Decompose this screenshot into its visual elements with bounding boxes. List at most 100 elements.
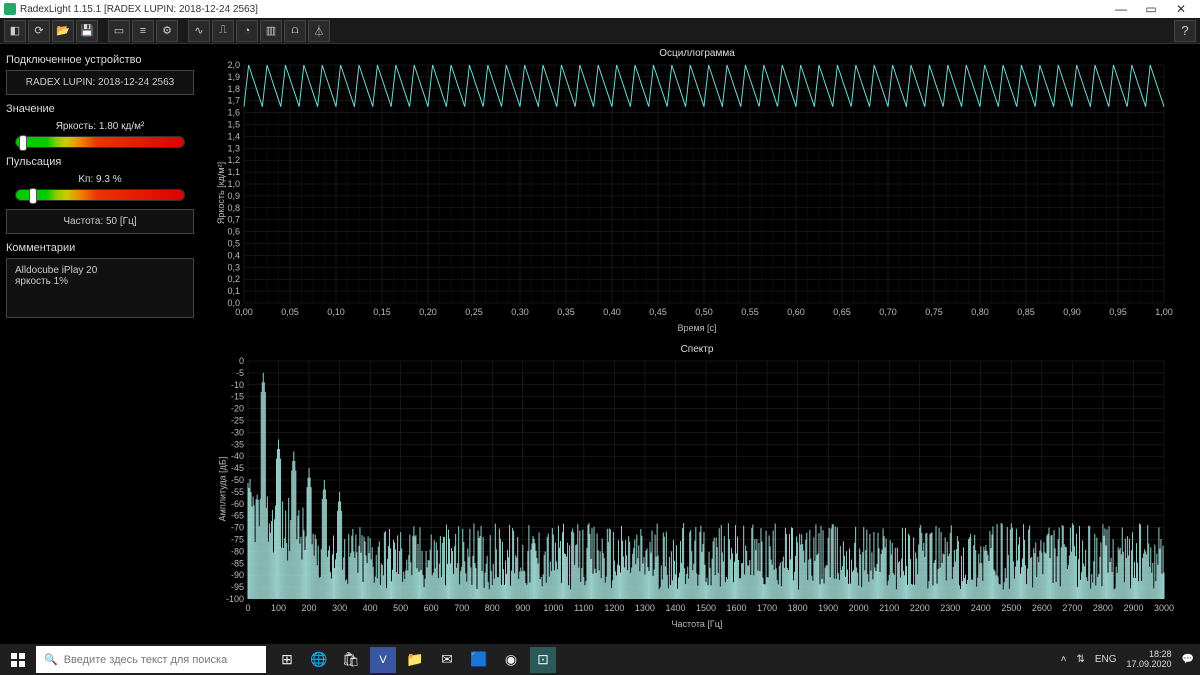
svg-text:1,7: 1,7 [227,96,240,106]
svg-text:-55: -55 [231,487,244,497]
toolbar-settings-icon[interactable]: ⚙ [156,20,178,42]
svg-text:-70: -70 [231,523,244,533]
task-view-icon[interactable]: ⊞ [274,647,300,673]
svg-text:1500: 1500 [696,603,716,613]
svg-text:0,6: 0,6 [227,227,240,237]
svg-text:1900: 1900 [818,603,838,613]
svg-text:0,30: 0,30 [511,307,529,317]
explorer-icon[interactable]: 📁 [402,647,428,673]
svg-text:-95: -95 [231,582,244,592]
svg-text:0,7: 0,7 [227,215,240,225]
main-area: Подключенное устройство RADEX LUPIN: 201… [0,44,1200,644]
svg-text:0,1: 0,1 [227,286,240,296]
svg-text:0,65: 0,65 [833,307,851,317]
svg-text:0,85: 0,85 [1017,307,1035,317]
minimize-button[interactable]: — [1106,0,1136,18]
pulsation-section-title: Пульсация [6,156,194,168]
svg-text:1,8: 1,8 [227,84,240,94]
app1-icon[interactable]: 🟦 [466,647,492,673]
toolbar-open-icon[interactable]: 📂 [52,20,74,42]
svg-text:2200: 2200 [910,603,930,613]
maximize-button[interactable]: ▭ [1136,0,1166,18]
chrome-icon[interactable]: ◉ [498,647,524,673]
tray-net-icon[interactable]: ⇅ [1076,654,1084,665]
svg-text:1400: 1400 [665,603,685,613]
svg-text:0: 0 [239,357,244,366]
svg-text:2000: 2000 [849,603,869,613]
toolbar-connect-icon[interactable]: ◧ [4,20,26,42]
svg-text:-80: -80 [231,546,244,556]
svg-text:1800: 1800 [788,603,808,613]
svg-text:3000: 3000 [1154,603,1174,613]
toolbar-doc-icon[interactable]: ▭ [108,20,130,42]
edge-icon[interactable]: 🌐 [306,647,332,673]
svg-text:1,4: 1,4 [227,131,240,141]
tray-date: 17.09.2020 [1127,660,1172,670]
svg-text:1700: 1700 [757,603,777,613]
help-button[interactable]: ? [1174,20,1196,42]
toolbar-graph-icon[interactable]: ⏃ [308,20,330,42]
oscillogram-ylabel: Яркость [кд/м²] [216,162,226,224]
svg-text:0,45: 0,45 [649,307,667,317]
svg-text:0,70: 0,70 [879,307,897,317]
svg-text:0,20: 0,20 [419,307,437,317]
tray-clock[interactable]: 18:28 17.09.2020 [1127,650,1172,670]
svg-text:0,55: 0,55 [741,307,759,317]
svg-text:1,2: 1,2 [227,155,240,165]
device-name-box: RADEX LUPIN: 2018-12-24 2563 [6,70,194,95]
svg-text:1600: 1600 [727,603,747,613]
svg-text:600: 600 [424,603,439,613]
toolbar-refresh-icon[interactable]: ⟳ [28,20,50,42]
start-button[interactable] [0,644,36,675]
taskbar-search[interactable]: 🔍 Введите здесь текст для поиска [36,646,266,673]
svg-text:0,50: 0,50 [695,307,713,317]
svg-text:0,8: 0,8 [227,203,240,213]
toolbar-text-icon[interactable]: ≡ [132,20,154,42]
toolbar-pulse-icon[interactable]: ⎍ [212,20,234,42]
svg-text:0,75: 0,75 [925,307,943,317]
svg-text:-100: -100 [226,594,244,604]
svg-text:2300: 2300 [940,603,960,613]
svg-text:0,60: 0,60 [787,307,805,317]
svg-text:0,25: 0,25 [465,307,483,317]
svg-text:0,05: 0,05 [281,307,299,317]
svg-text:-25: -25 [231,416,244,426]
oscillogram-xlabel: Время [с] [204,323,1190,333]
charts-column: Осциллограмма Яркость [кд/м²] 0,00,10,20… [200,44,1200,644]
toolbar-chart-icon[interactable]: ⩍ [284,20,306,42]
tray-up-icon[interactable]: ˄ [1061,654,1067,665]
svg-text:0,35: 0,35 [557,307,575,317]
comments-textarea[interactable]: Alldocube iPlay 20 яркость 1% [6,258,194,318]
svg-text:1,00: 1,00 [1155,307,1173,317]
toolbar-gauge-icon[interactable]: ◔ [236,20,258,42]
svg-text:0,5: 0,5 [227,239,240,249]
spectrum-title: Спектр [204,344,1190,355]
close-button[interactable]: ✕ [1166,0,1196,18]
svg-text:-50: -50 [231,475,244,485]
store-icon[interactable]: 🛍 [338,647,364,673]
notifications-icon[interactable]: 💬 [1182,654,1194,665]
svg-text:700: 700 [454,603,469,613]
svg-text:200: 200 [302,603,317,613]
app-toolbar: ◧ ⟳ 📂 💾 ▭ ≡ ⚙ ∿ ⎍ ◔ ▥ ⩍ ⏃ ? [0,18,1200,44]
toolbar-osc-icon[interactable]: ∿ [188,20,210,42]
tray-lang[interactable]: ENG [1095,654,1117,665]
svg-text:900: 900 [515,603,530,613]
svg-text:-5: -5 [236,368,244,378]
svg-text:0,3: 0,3 [227,262,240,272]
visio-icon[interactable]: V [370,647,396,673]
mail-icon[interactable]: ✉ [434,647,460,673]
svg-text:-30: -30 [231,427,244,437]
svg-text:-10: -10 [231,380,244,390]
spectrum-canvas: 0-5-10-15-20-25-30-35-40-45-50-55-60-65-… [204,357,1174,617]
svg-text:-20: -20 [231,404,244,414]
toolbar-save-icon[interactable]: 💾 [76,20,98,42]
system-tray: ˄ ⇅ ENG 18:28 17.09.2020 💬 [1061,650,1200,670]
toolbar-bars-icon[interactable]: ▥ [260,20,282,42]
svg-text:400: 400 [363,603,378,613]
comments-section-title: Комментарии [6,242,194,254]
search-placeholder: Введите здесь текст для поиска [64,654,228,666]
svg-text:-65: -65 [231,511,244,521]
app-icon [4,3,16,15]
radexlight-taskbar-icon[interactable]: ⊡ [530,647,556,673]
